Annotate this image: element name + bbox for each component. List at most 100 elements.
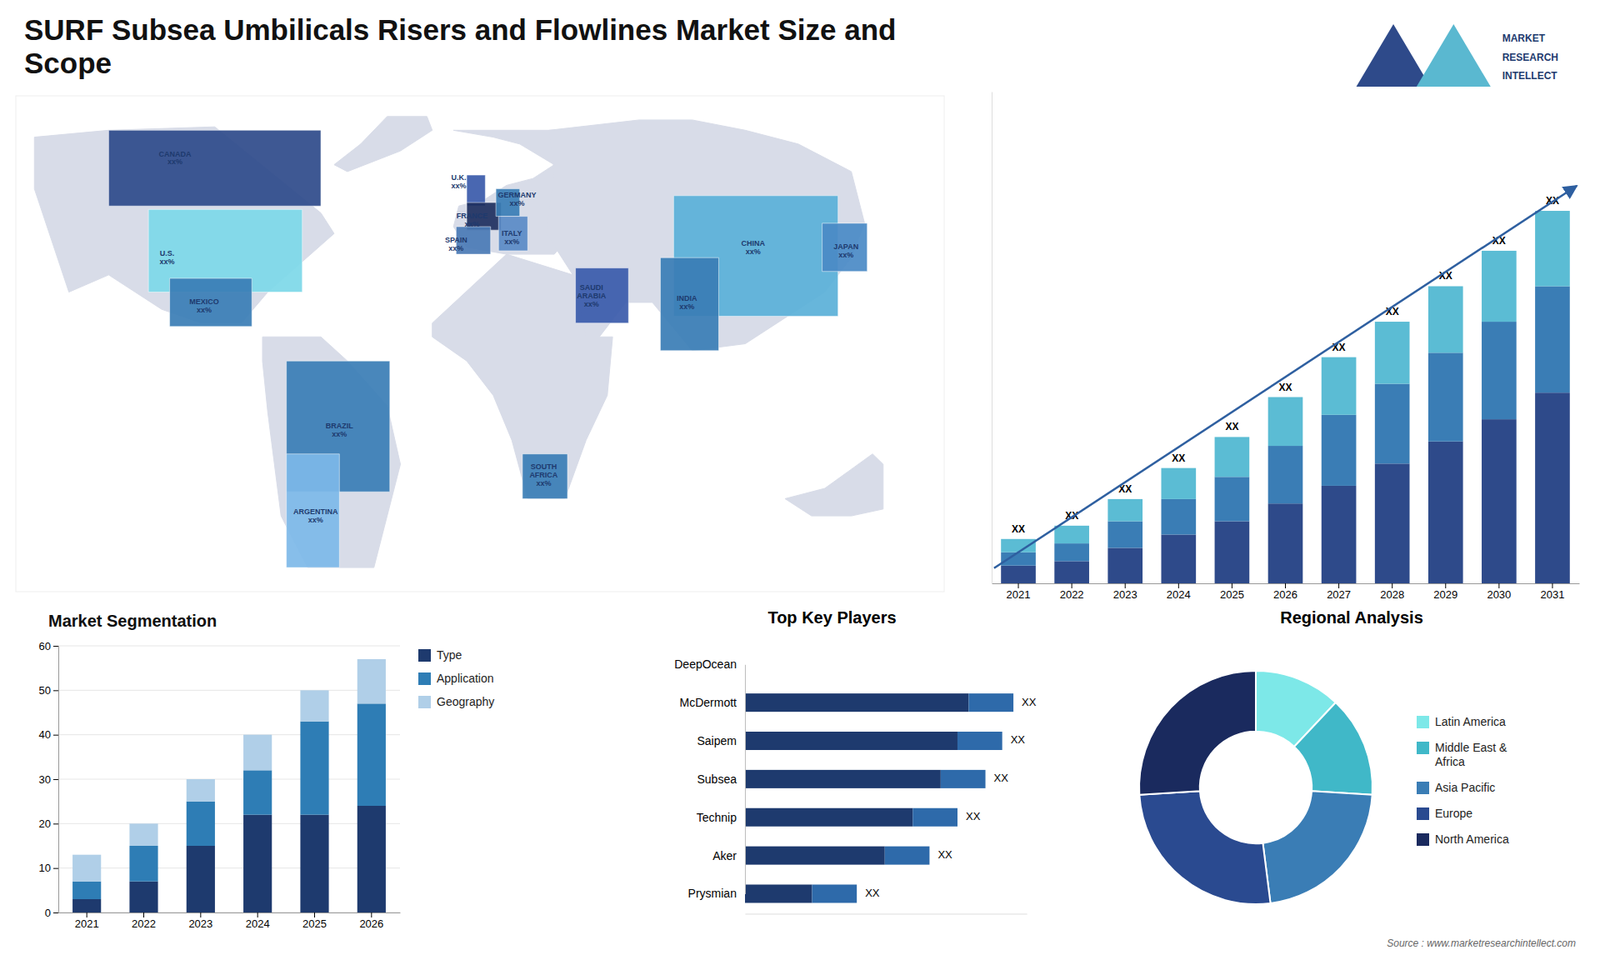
tick: 50 [39, 684, 59, 697]
grid-line [58, 645, 400, 647]
bar [1215, 476, 1250, 521]
country-label: FRANCExx% [456, 211, 489, 229]
tick-label: 2025 [1220, 588, 1245, 601]
text-line: xx% [331, 430, 347, 439]
country [660, 257, 719, 351]
text-line: CHINA [741, 239, 766, 248]
tick-label: Technip [696, 810, 737, 825]
grid-line [58, 823, 400, 825]
tick-label: Saipem [696, 734, 736, 748]
tick-mark [86, 912, 88, 918]
tick-mark [143, 912, 145, 918]
bar-chart: 2021202220232024202520260102030405060Typ… [39, 640, 495, 931]
tick: 2022 [131, 912, 156, 930]
bar-chart: 2021202220232024202520262027202820292030… [992, 92, 1580, 602]
horizontal-bar-chart: DeepOceanMcDermottSaipemSubseaTechnipAke… [674, 657, 1037, 915]
legend-swatch [418, 695, 431, 709]
tick: 2027 [1326, 583, 1351, 601]
y-axis [991, 92, 993, 585]
bar [1428, 441, 1464, 584]
country [522, 454, 568, 500]
legend-item: North America [1416, 832, 1510, 846]
country [108, 130, 321, 206]
land [546, 120, 865, 351]
text-line: xx% [167, 157, 183, 166]
tick: DeepOcean [674, 657, 745, 671]
map: CANADAxx%U.S.xx%MEXICOxx%BRAZILxx%ARGENT… [15, 95, 945, 592]
text-line: xx% [535, 479, 551, 488]
tick: 2025 [1220, 583, 1245, 601]
country [170, 278, 253, 327]
tick-label: 2030 [1486, 588, 1511, 601]
tick: 2029 [1433, 583, 1458, 601]
donut-chart: Latin AmericaMiddle East &AfricaAsia Pac… [1139, 670, 1510, 905]
y-axis: DeepOceanMcDermottSaipemSubseaTechnipAke… [674, 657, 745, 900]
bar [243, 735, 272, 771]
map-labels: CANADAxx%U.S.xx%MEXICOxx%BRAZILxx%ARGENT… [158, 150, 859, 525]
bar [1375, 463, 1410, 584]
tick-mark [53, 779, 59, 780]
tick: 40 [39, 728, 59, 741]
legend-swatch [1416, 833, 1430, 846]
tick-mark [1125, 583, 1126, 589]
text-line: FRANCE [456, 211, 489, 220]
logo-text: INTELLECT [1502, 70, 1559, 82]
country-label: SAUDIARABIAxx% [576, 283, 606, 309]
bar [357, 805, 386, 913]
tick-mark [1071, 583, 1073, 589]
bar-annotation: XX [1278, 381, 1292, 394]
tick: 2025 [302, 912, 327, 930]
bar [1535, 210, 1570, 286]
bar [1428, 285, 1464, 353]
tick: 2024 [1166, 583, 1191, 601]
slice [1139, 670, 1256, 795]
bar-annotation: XX [865, 886, 880, 900]
title: SURF Subsea Umbilicals Risers and Flowli… [24, 13, 896, 80]
tick: Aker [712, 849, 745, 863]
text-line: xx% [510, 199, 525, 208]
legend-swatch [1416, 715, 1430, 729]
legend: TypeApplicationGeography [418, 648, 495, 709]
text-line: MEXICO [189, 297, 220, 306]
grid [58, 645, 400, 913]
text-line: Africa [1435, 755, 1465, 769]
text-line: Market Segmentation [48, 611, 217, 630]
grid-line [58, 912, 400, 914]
tick: 2023 [188, 912, 213, 930]
bar [1321, 415, 1357, 486]
legend-item: Asia Pacific [1416, 780, 1495, 795]
slice [1294, 702, 1373, 795]
legend-item: Latin America [1416, 715, 1506, 729]
bar [129, 823, 158, 846]
bar [1535, 392, 1570, 584]
tick-label: 2023 [188, 917, 213, 930]
text-line: xx% [584, 300, 600, 309]
tick-label: 2022 [131, 917, 156, 930]
country-label: INDIAxx% [676, 294, 698, 311]
text-line: xx% [679, 302, 695, 311]
bar [186, 845, 215, 913]
tick-mark [314, 912, 315, 918]
country-label: BRAZILxx% [325, 421, 354, 439]
tick-label: DeepOcean [674, 657, 737, 671]
country-label: JAPANxx% [833, 242, 859, 260]
country-label: CANADAxx% [158, 150, 191, 167]
tick: 2031 [1540, 583, 1565, 601]
bar [243, 770, 272, 815]
x-axis: 202120222023202420252026 [59, 912, 401, 930]
text-line: JAPAN [833, 242, 859, 251]
land [432, 254, 613, 499]
bar-annotation: XX [994, 771, 1010, 785]
bar [300, 815, 329, 913]
tick-label: 50 [39, 684, 51, 697]
tick-label: 2025 [302, 917, 327, 930]
map-frame [15, 95, 945, 592]
logo-text: MARKET [1502, 32, 1546, 45]
logo-shape [1416, 24, 1491, 87]
bar [300, 690, 329, 721]
country [466, 175, 485, 206]
bar [186, 801, 215, 846]
bars [72, 659, 386, 913]
tick-mark [53, 868, 59, 870]
bar [1268, 397, 1304, 447]
